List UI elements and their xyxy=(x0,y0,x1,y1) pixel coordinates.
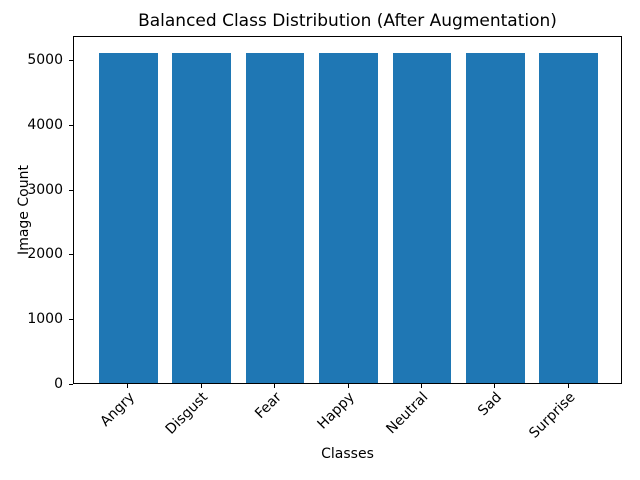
y-tick-label: 3000 xyxy=(27,181,63,198)
x-tick-label-fear: Fear xyxy=(251,389,285,422)
y-tick-mark xyxy=(69,59,73,61)
x-tick-label-disgust: Disgust xyxy=(162,389,212,438)
y-tick-label: 2000 xyxy=(27,246,63,263)
x-tick-label-happy: Happy xyxy=(314,389,359,433)
x-tick-mark xyxy=(420,384,422,388)
bar-angry xyxy=(98,52,158,383)
x-axis-label: Classes xyxy=(321,446,374,462)
bar-happy xyxy=(319,52,378,383)
bar-disgust xyxy=(172,52,232,383)
x-tick-label-angry: Angry xyxy=(97,389,138,430)
y-tick-label: 1000 xyxy=(27,311,63,328)
x-tick-mark xyxy=(347,384,349,388)
y-tick-mark xyxy=(69,254,73,256)
bar-surprise xyxy=(539,52,599,383)
chart-title: Balanced Class Distribution (After Augme… xyxy=(138,11,557,31)
x-tick-mark xyxy=(494,384,496,388)
y-tick-mark xyxy=(69,384,73,385)
y-tick-label: 0 xyxy=(54,376,63,392)
plot-area xyxy=(73,36,622,384)
bar-fear xyxy=(245,52,305,383)
y-tick-mark xyxy=(69,319,73,321)
x-tick-mark xyxy=(127,384,129,388)
bar-neutral xyxy=(392,52,452,383)
x-tick-label-sad: Sad xyxy=(474,389,505,420)
y-tick-mark xyxy=(69,124,73,126)
x-tick-mark xyxy=(200,384,202,388)
x-tick-mark xyxy=(567,384,569,388)
y-tick-label: 5000 xyxy=(27,51,63,68)
y-axis-label: Image Count xyxy=(16,165,32,255)
y-tick-label: 4000 xyxy=(27,116,63,133)
bar-sad xyxy=(465,52,525,383)
y-tick-mark xyxy=(69,189,73,191)
x-tick-label-neutral: Neutral xyxy=(383,389,432,438)
x-tick-label-surprise: Surprise xyxy=(525,389,579,442)
x-tick-mark xyxy=(274,384,276,388)
